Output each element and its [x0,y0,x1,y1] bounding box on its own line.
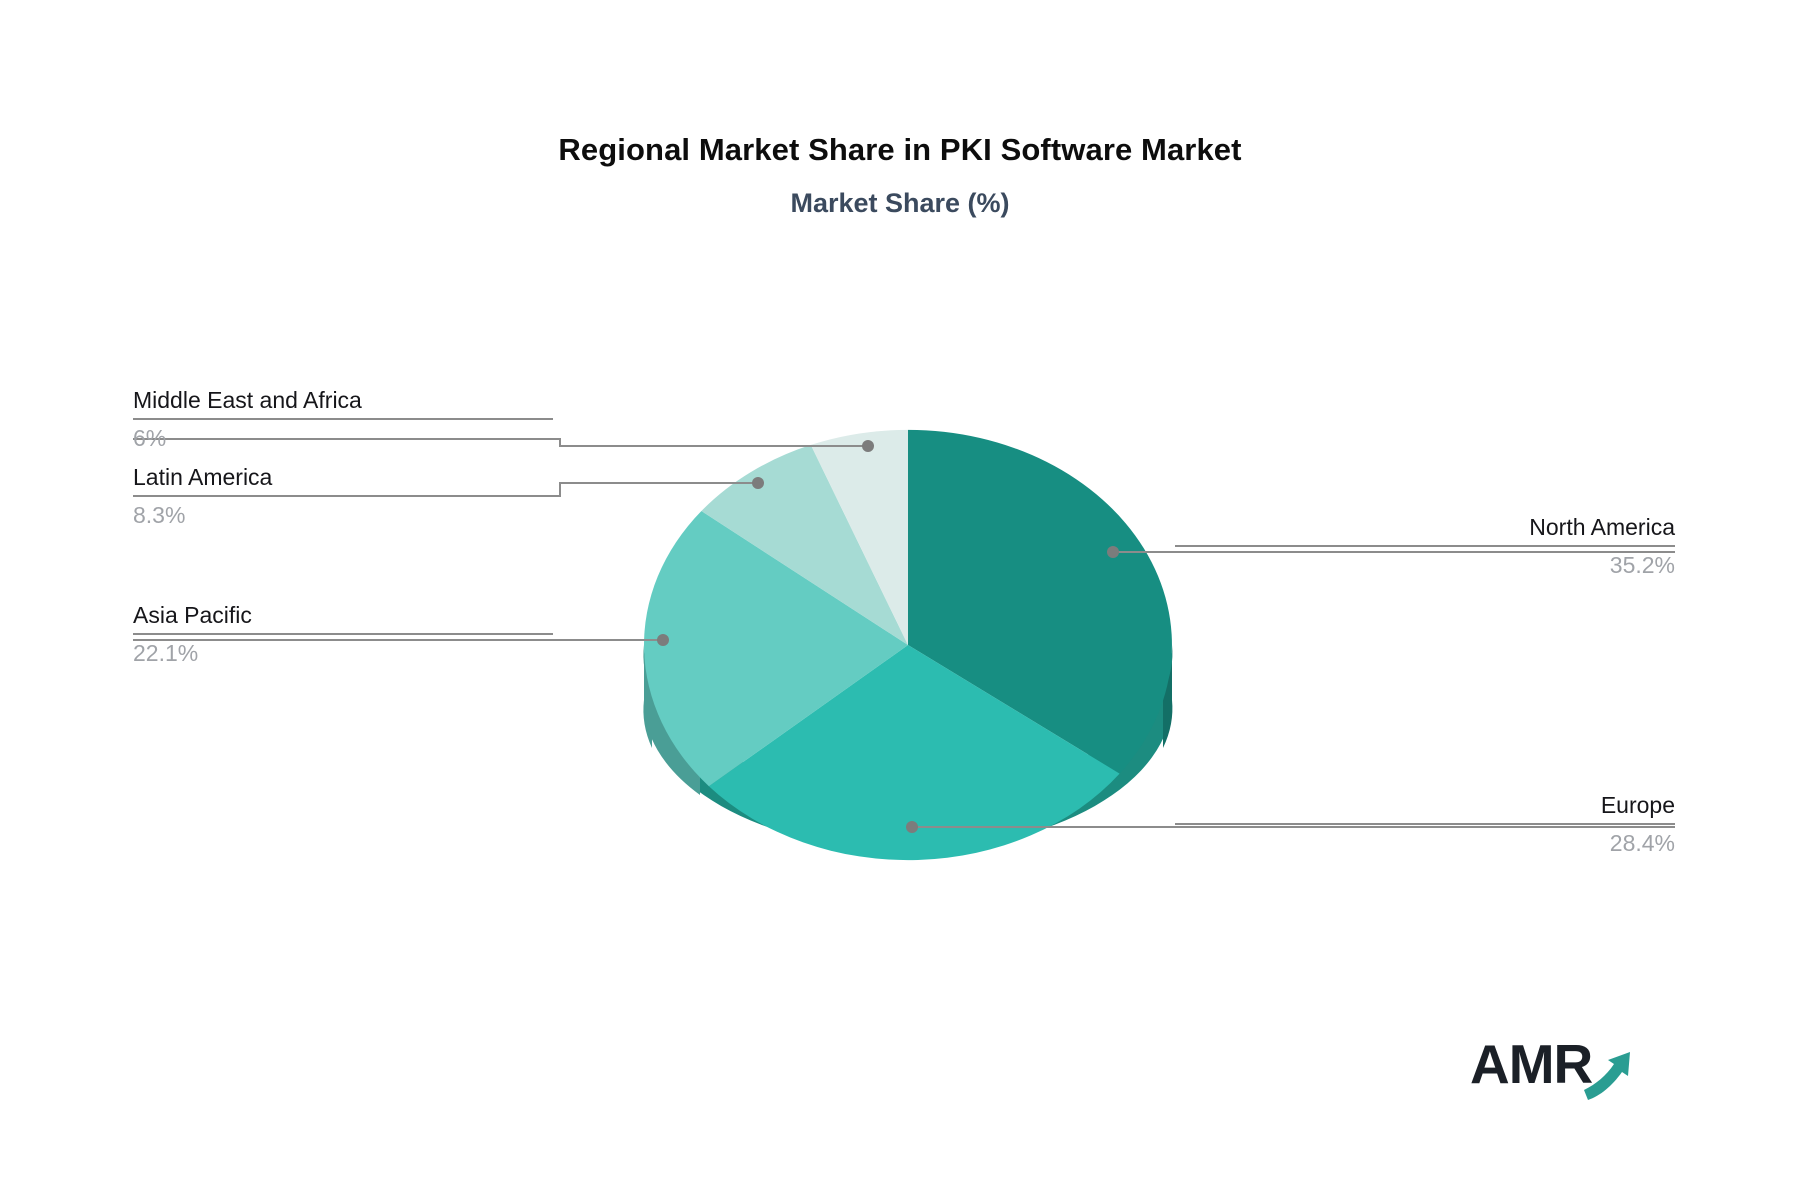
leader-dots [657,440,1119,833]
chart-title: Regional Market Share in PKI Software Ma… [558,132,1242,167]
callout-asia-pacific: Asia Pacific 22.1% [133,600,553,668]
amr-logo: AMR [1470,1030,1650,1110]
callout-value-asia-pacific: 22.1% [133,640,199,666]
callout-label-middle-east-africa: Middle East and Africa [133,387,362,413]
pie-slice-europe [708,645,1120,861]
pie-slice-latin-america [701,444,908,645]
leader-dot-north-america [1107,546,1119,558]
callout-label-asia-pacific: Asia Pacific [133,602,252,628]
callout-latin-america: Latin America 8.3% [133,462,553,530]
chart-subtitle: Market Share (%) [790,188,1010,218]
callout-label-north-america: North America [1529,514,1675,540]
leader-dot-latin-america [752,477,764,489]
callout-label-europe: Europe [1600,792,1675,818]
callout-rule-europe [1175,823,1675,825]
pie-slice-north-america [908,429,1172,774]
growth-arrow-icon [1584,1052,1630,1100]
callout-value-europe: 28.4% [1609,830,1675,856]
callout-label-latin-america: Latin America [133,464,273,490]
callout-middle-east-africa: Middle East and Africa 6% [133,385,553,453]
callout-value-north-america: 35.2% [1609,552,1675,578]
callout-value-middle-east-africa: 6% [133,425,167,451]
leader-line-middle-east-africa [133,438,868,447]
callout-rule-north-america [1175,545,1675,547]
pie-slice-middle-east-and-africa [810,429,908,645]
callout-value-latin-america: 8.3% [133,502,186,528]
pie-slice-asia-pacific [644,511,908,787]
callout-north-america: North America 35.2% [1175,512,1675,580]
leader-dot-europe [906,821,918,833]
callout-europe: Europe 28.4% [1175,790,1675,858]
leader-dot-middle-east-africa [862,440,874,452]
callout-rule-asia-pacific [133,633,553,635]
leader-dot-asia-pacific [657,634,669,646]
callout-rule-middle-east-africa [133,418,553,420]
amr-logo-text: AMR [1470,1033,1593,1095]
callout-rule-latin-america [133,495,553,497]
pie-slices-top [644,429,1172,861]
